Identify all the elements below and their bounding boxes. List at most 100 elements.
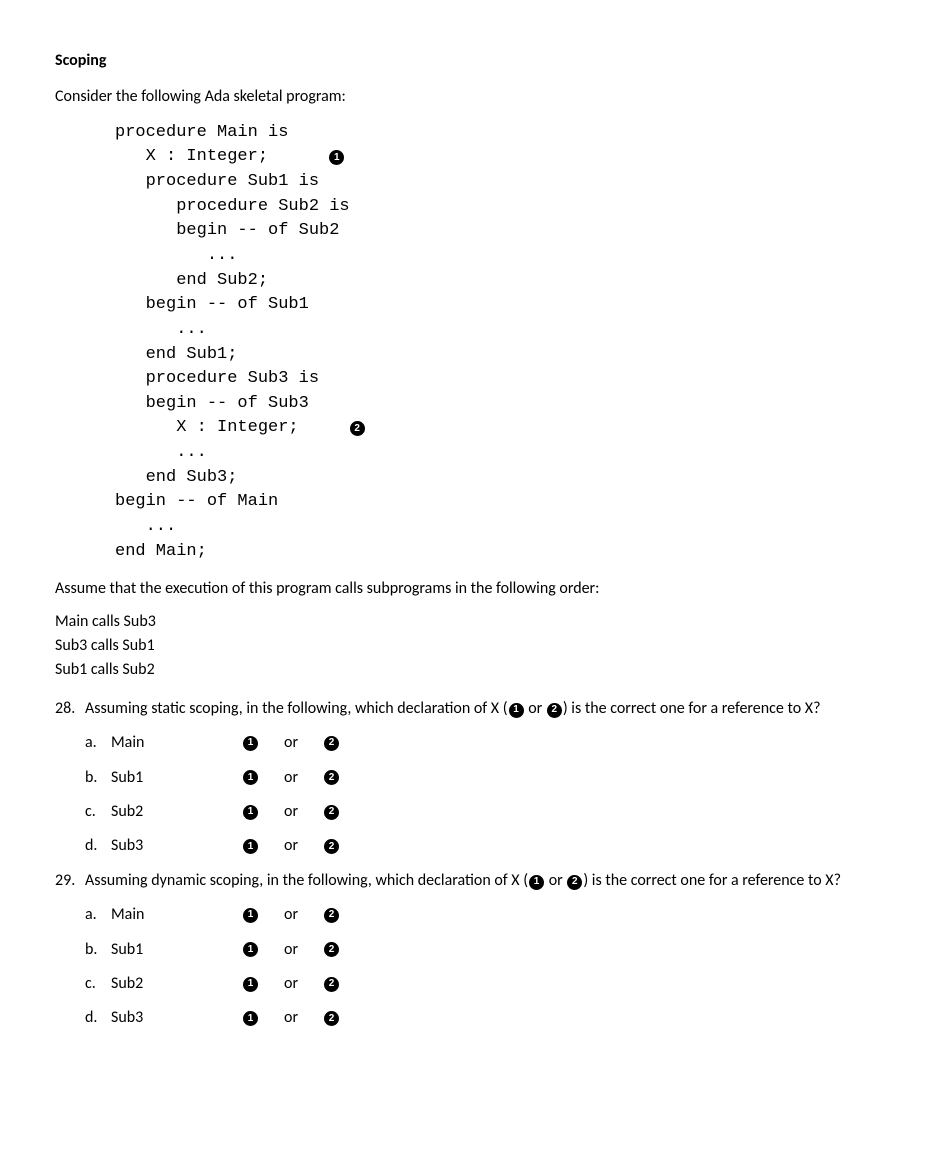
q-text-part: or (545, 871, 566, 890)
choice-row: a.Main1 or 2 (85, 732, 888, 754)
or-text: or (284, 1007, 298, 1029)
code-text: X : Integer; (115, 145, 329, 170)
circled-one-icon: 1 (329, 150, 344, 165)
choice-row: b.Sub11 or 2 (85, 939, 888, 961)
choice-row: d.Sub31or2 (85, 835, 888, 857)
circled-two-icon: 2 (324, 1011, 339, 1026)
code-text: end Sub2; (115, 269, 268, 294)
code-line: begin -- of Sub1 (115, 293, 888, 318)
circled-one-icon: 1 (243, 977, 258, 992)
code-text: begin -- of Sub3 (115, 392, 309, 417)
circled-one-icon: 1 (509, 703, 524, 718)
code-text: ... (115, 318, 207, 343)
choice-letter: d. (85, 835, 111, 857)
circled-two-icon: 2 (350, 421, 365, 436)
choice-letter: c. (85, 801, 111, 823)
question-text: Assuming static scoping, in the followin… (85, 698, 888, 720)
code-line: end Sub2; (115, 269, 888, 294)
or-text: or (284, 939, 298, 961)
choice-letter: d. (85, 1007, 111, 1029)
section-heading: Scoping (55, 50, 888, 72)
choice-row: c.Sub21or2 (85, 973, 888, 995)
circled-two-icon: 2 (324, 805, 339, 820)
code-line: end Sub1; (115, 343, 888, 368)
choice-letter: a. (85, 904, 111, 926)
circled-one-icon: 1 (243, 839, 258, 854)
code-text: ... (115, 515, 176, 540)
q-text-part: ) is the correct one for a reference to … (563, 699, 821, 718)
circled-one-icon: 1 (529, 875, 544, 890)
circled-two-icon: 2 (324, 770, 339, 785)
choice-row: d.Sub31 or 2 (85, 1007, 888, 1029)
choice-label: Sub1 (111, 767, 243, 789)
or-text: or (284, 732, 298, 754)
or-text: or (284, 801, 298, 823)
code-text: end Main; (115, 540, 207, 565)
code-line: procedure Sub2 is (115, 195, 888, 220)
question-number: 29. (55, 870, 85, 892)
code-text: begin -- of Sub1 (115, 293, 309, 318)
q-text-part: ) is the correct one for a reference to … (583, 871, 841, 890)
code-line: procedure Sub3 is (115, 367, 888, 392)
question-number: 28. (55, 698, 85, 720)
call-order-item: Sub1 calls Sub2 (55, 659, 888, 681)
code-text: X : Integer; (115, 416, 350, 441)
q-text-part: Assuming static scoping, in the followin… (85, 699, 508, 718)
circled-two-icon: 2 (324, 942, 339, 957)
code-line: procedure Main is (115, 121, 888, 146)
circled-one-icon: 1 (243, 770, 258, 785)
code-text: end Sub3; (115, 466, 237, 491)
or-text: or (284, 904, 298, 926)
code-text: procedure Sub3 is (115, 367, 319, 392)
circled-two-icon: 2 (324, 977, 339, 992)
circled-one-icon: 1 (243, 805, 258, 820)
choice-label: Sub2 (111, 801, 243, 823)
code-line: begin -- of Sub3 (115, 392, 888, 417)
choice-label: Sub2 (111, 973, 243, 995)
choice-row: a.Main1 or 2 (85, 904, 888, 926)
circled-one-icon: 1 (243, 1011, 258, 1026)
call-order-item: Sub3 calls Sub1 (55, 635, 888, 657)
choice-row: b.Sub11or2 (85, 767, 888, 789)
question-28: 28. Assuming static scoping, in the foll… (55, 698, 888, 720)
circled-two-icon: 2 (324, 736, 339, 751)
code-text: procedure Sub2 is (115, 195, 350, 220)
code-line: ... (115, 244, 888, 269)
circled-two-icon: 2 (324, 839, 339, 854)
code-text: ... (115, 244, 237, 269)
choice-letter: b. (85, 767, 111, 789)
or-text: or (284, 973, 298, 995)
circled-one-icon: 1 (243, 942, 258, 957)
code-line: ... (115, 515, 888, 540)
code-text: ... (115, 441, 207, 466)
question-text: Assuming dynamic scoping, in the followi… (85, 870, 888, 892)
code-line: begin -- of Sub2 (115, 219, 888, 244)
circled-two-icon: 2 (567, 875, 582, 890)
or-text: or (284, 835, 298, 857)
code-line: ... (115, 318, 888, 343)
q-text-part: Assuming dynamic scoping, in the followi… (85, 871, 528, 890)
question-29: 29. Assuming dynamic scoping, in the fol… (55, 870, 888, 892)
choice-label: Main (111, 904, 243, 926)
call-order-item: Main calls Sub3 (55, 611, 888, 633)
choice-label: Main (111, 732, 243, 754)
circled-two-icon: 2 (547, 703, 562, 718)
code-text: end Sub1; (115, 343, 237, 368)
choice-label: Sub1 (111, 939, 243, 961)
choice-letter: a. (85, 732, 111, 754)
choice-label: Sub3 (111, 1007, 243, 1029)
code-text: procedure Sub1 is (115, 170, 319, 195)
intro-text: Consider the following Ada skeletal prog… (55, 86, 888, 108)
code-line: ... (115, 441, 888, 466)
circled-two-icon: 2 (324, 908, 339, 923)
code-block: procedure Main is X : Integer; 1 procedu… (115, 121, 888, 565)
circled-one-icon: 1 (243, 736, 258, 751)
circled-one-icon: 1 (243, 908, 258, 923)
code-line: X : Integer; 1 (115, 145, 888, 170)
q-text-part: or (525, 699, 546, 718)
code-line: begin -- of Main (115, 490, 888, 515)
assume-text: Assume that the execution of this progra… (55, 578, 888, 600)
choice-letter: b. (85, 939, 111, 961)
code-text: begin -- of Main (115, 490, 278, 515)
code-text: begin -- of Sub2 (115, 219, 339, 244)
